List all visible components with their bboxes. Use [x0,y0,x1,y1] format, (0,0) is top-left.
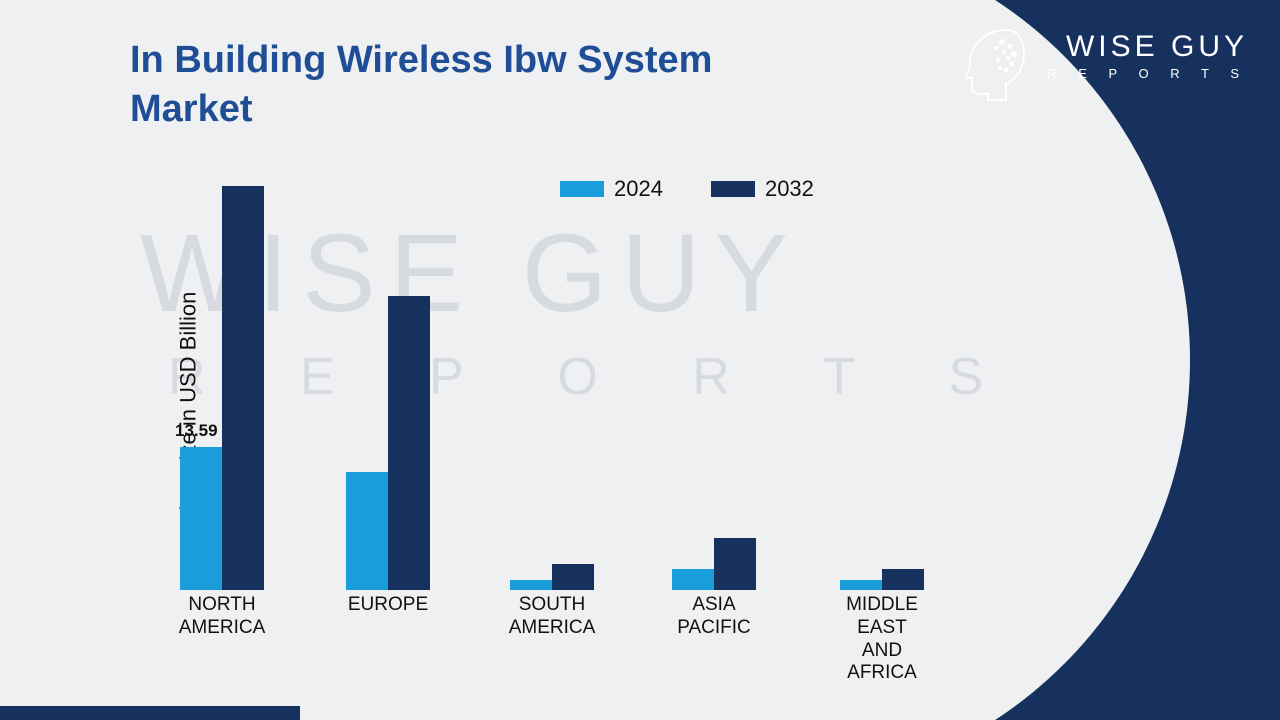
plot-area: 13.59 [138,170,958,590]
right-panel [960,0,1280,720]
x-axis-label: EUROPE [348,594,428,617]
bar [714,538,756,591]
bar [882,569,924,590]
bar [222,186,264,590]
bar-group [346,296,430,590]
bottom-accent-bar [0,706,300,720]
bar [840,580,882,591]
brand-logo: WISE GUY R E P O R T S [1047,30,1248,81]
bar [346,472,388,590]
canvas: WISE GUY R E P O R T S WISE GUY R E P O … [0,0,1280,720]
bar-group [510,564,594,590]
bar-chart: Market Size in USD Billion 13.59 NORTH A… [100,170,960,670]
x-axis-label: MIDDLE EAST AND AFRICA [846,594,918,685]
bar [510,580,552,591]
bar [180,447,222,590]
chart-title: In Building Wireless Ibw System Market [130,36,830,133]
x-axis-label: ASIA PACIFIC [677,594,751,640]
bar-group [672,538,756,591]
x-axis-label: NORTH AMERICA [179,594,266,640]
bar [388,296,430,590]
bar [552,564,594,590]
x-axis-label: SOUTH AMERICA [509,594,596,640]
brand-logo-sub: R E P O R T S [1047,66,1248,81]
brand-head-icon [952,22,1032,102]
brand-logo-main: WISE GUY [1047,30,1248,64]
bar-group [840,569,924,590]
bar [672,569,714,590]
bar-group [180,186,264,590]
